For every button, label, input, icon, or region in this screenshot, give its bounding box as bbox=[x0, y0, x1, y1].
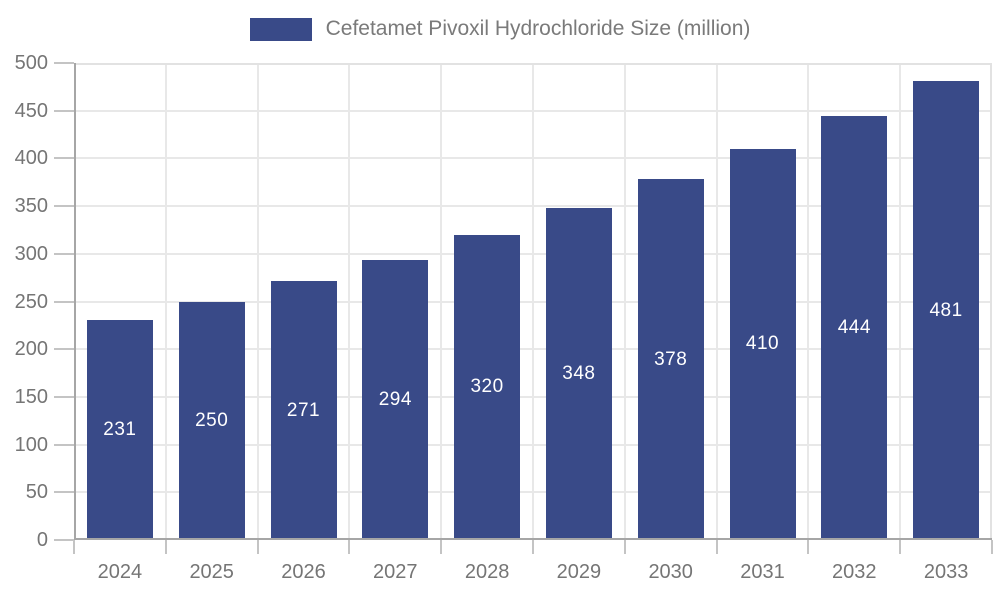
x-axis-tick bbox=[532, 540, 534, 554]
y-axis-tick-label: 0 bbox=[36, 529, 48, 551]
bar: 481 bbox=[913, 81, 980, 540]
gridline-vertical bbox=[715, 63, 718, 540]
y-axis-tick-label: 200 bbox=[14, 338, 48, 361]
x-axis-tick bbox=[440, 540, 443, 554]
x-axis-tick bbox=[715, 540, 718, 554]
bar: 410 bbox=[729, 148, 796, 540]
axis-left-spine bbox=[74, 63, 76, 540]
gridline-vertical bbox=[256, 63, 259, 540]
bar: 231 bbox=[86, 319, 153, 540]
bar: 271 bbox=[270, 281, 337, 540]
y-axis-tick-label: 400 bbox=[14, 147, 48, 170]
bar: 250 bbox=[178, 301, 245, 540]
y-axis-tick-label: 450 bbox=[14, 99, 48, 122]
x-axis-tick bbox=[73, 540, 75, 554]
legend-swatch bbox=[249, 17, 312, 41]
x-axis-tick-label: 2026 bbox=[281, 561, 326, 583]
plot-frame-right bbox=[990, 63, 992, 540]
x-axis-tick-label: 2030 bbox=[648, 561, 693, 583]
x-axis-tick bbox=[623, 540, 626, 554]
legend: Cefetamet Pivoxil Hydrochloride Size (mi… bbox=[0, 17, 1000, 41]
gridline-vertical bbox=[532, 63, 534, 540]
gridline-vertical bbox=[807, 63, 810, 540]
x-axis-tick-label: 2032 bbox=[832, 561, 877, 583]
y-axis-tick-label: 100 bbox=[14, 433, 48, 456]
gridline-vertical bbox=[623, 63, 626, 540]
x-axis-tick-label: 2027 bbox=[373, 561, 418, 583]
x-axis-tick bbox=[256, 540, 259, 554]
y-axis-tick bbox=[54, 205, 74, 208]
x-axis-tick-label: 2028 bbox=[464, 561, 510, 583]
y-axis-tick-label: 250 bbox=[14, 290, 48, 313]
y-axis-tick-label: 500 bbox=[14, 52, 48, 74]
y-axis-tick bbox=[54, 395, 74, 398]
axis-bottom-spine bbox=[74, 538, 992, 540]
bar: 444 bbox=[821, 116, 888, 540]
bar-value-label: 271 bbox=[286, 399, 321, 421]
bar-value-label: 378 bbox=[654, 348, 688, 370]
x-axis-tick-label: 2029 bbox=[556, 561, 602, 583]
bar: 348 bbox=[545, 208, 612, 540]
bar-value-label: 410 bbox=[745, 333, 780, 355]
y-axis-tick-label: 50 bbox=[25, 481, 48, 504]
legend-label: Cefetamet Pivoxil Hydrochloride Size (mi… bbox=[325, 17, 751, 40]
bar-value-label: 481 bbox=[929, 299, 963, 321]
y-axis-tick bbox=[54, 348, 74, 351]
x-axis-tick-label: 2033 bbox=[923, 561, 969, 583]
x-axis-tick bbox=[348, 540, 351, 554]
x-axis-tick bbox=[164, 540, 167, 554]
y-axis-tick bbox=[54, 252, 74, 255]
gridline-vertical bbox=[899, 63, 902, 540]
y-axis-tick-label: 150 bbox=[14, 385, 48, 408]
bar-value-label: 294 bbox=[378, 388, 412, 410]
bar: 378 bbox=[637, 179, 704, 540]
y-axis-tick-label: 350 bbox=[14, 195, 48, 218]
y-axis-tick bbox=[54, 539, 74, 541]
bar-value-label: 320 bbox=[470, 376, 504, 398]
plot-frame-top bbox=[74, 63, 992, 65]
gridline-vertical bbox=[164, 63, 167, 540]
y-axis-tick bbox=[54, 109, 74, 112]
x-axis-tick-label: 2024 bbox=[97, 561, 143, 583]
x-axis-tick-label: 2031 bbox=[740, 561, 785, 583]
bar-value-label: 444 bbox=[837, 317, 871, 339]
x-axis-tick bbox=[899, 540, 902, 554]
x-axis-tick bbox=[991, 540, 993, 554]
x-axis-tick bbox=[807, 540, 810, 554]
plot-area: 231 250 271 294 320 348 378 410 444 481 bbox=[74, 63, 992, 540]
bar: 294 bbox=[362, 259, 429, 540]
y-axis-tick bbox=[54, 62, 74, 64]
x-axis-tick-label: 2025 bbox=[189, 561, 234, 583]
bar-value-label: 231 bbox=[103, 418, 137, 440]
y-axis-tick bbox=[54, 443, 74, 446]
gridline-vertical bbox=[440, 63, 443, 540]
y-axis-tick bbox=[54, 491, 74, 494]
bar-value-label: 250 bbox=[195, 409, 229, 431]
bar: 320 bbox=[454, 234, 521, 540]
y-axis-tick bbox=[54, 300, 74, 303]
y-axis-tick-label: 300 bbox=[14, 242, 48, 265]
bar-value-label: 348 bbox=[562, 362, 596, 384]
gridline-vertical bbox=[348, 63, 351, 540]
y-axis-tick bbox=[54, 157, 74, 160]
